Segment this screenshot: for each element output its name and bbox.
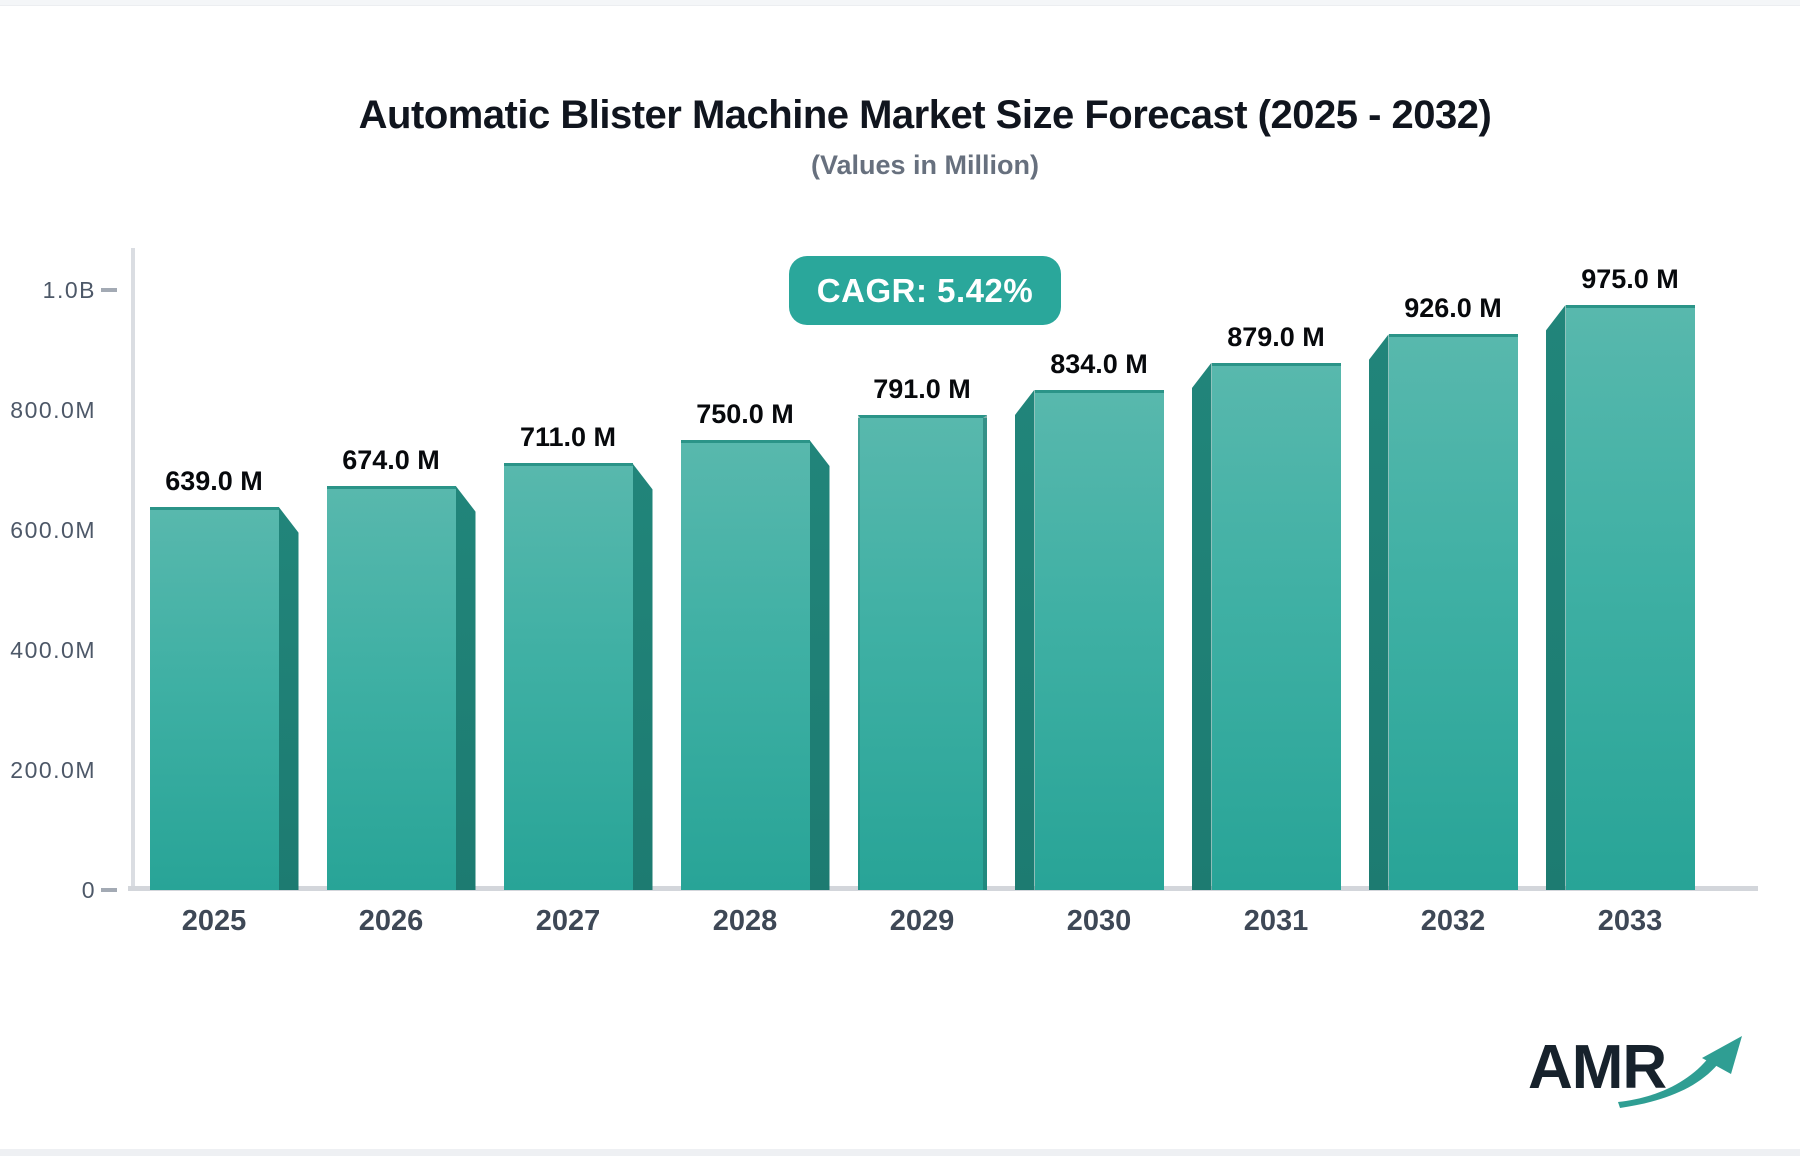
bar-2025 — [149, 506, 279, 890]
cagr-badge: CAGR: 5.42% — [789, 256, 1061, 325]
bar-2028 — [680, 440, 810, 890]
x-axis-label: 2026 — [358, 905, 424, 937]
bar-2026 — [326, 485, 456, 890]
bar-value-label: 975.0 M — [1581, 264, 1679, 294]
bar-side-3d — [809, 440, 830, 890]
bar-value-label: 879.0 M — [1227, 321, 1325, 352]
page-top-edge — [0, 0, 1800, 6]
y-axis-label: 600.0M — [10, 517, 96, 543]
logo-text: AMR — [1528, 1033, 1667, 1102]
y-axis-label: 400.0M — [10, 637, 96, 663]
bar-side-3d — [1014, 389, 1035, 890]
y-axis-label: 1.0B — [42, 277, 96, 303]
x-axis-label: 2029 — [889, 905, 955, 937]
bar-side-3d — [1191, 362, 1212, 890]
chart-header: Automatic Blister Machine Market Size Fo… — [25, 0, 1800, 181]
x-axis-label: 2030 — [1066, 905, 1132, 937]
y-axis-line — [131, 248, 135, 891]
y-axis-tick — [101, 888, 117, 892]
chart-subtitle: (Values in Million) — [810, 150, 1040, 180]
x-axis-label: 2027 — [535, 905, 601, 937]
bar-value-label: 834.0 M — [1050, 348, 1148, 379]
bar-side-3d — [1368, 334, 1389, 890]
x-axis-label: 2033 — [1597, 905, 1663, 937]
bar-2029 — [857, 415, 987, 890]
x-axis-label: 2031 — [1243, 905, 1309, 937]
bar-2032 — [1388, 334, 1518, 890]
bar-side-3d — [455, 485, 476, 890]
bar-value-label: 674.0 M — [342, 444, 440, 475]
bar-2030 — [1034, 389, 1164, 890]
page-bottom-edge — [0, 1149, 1800, 1156]
y-axis-label: 800.0M — [10, 397, 96, 423]
bar-2031 — [1211, 362, 1341, 890]
bar-side-3d — [632, 463, 653, 890]
bar-value-label: 750.0 M — [696, 399, 794, 429]
y-axis-label: 0 — [81, 877, 96, 903]
logo-arrow-icon — [1618, 1036, 1742, 1108]
x-axis-label: 2025 — [181, 905, 247, 937]
bar-2033 — [1565, 305, 1695, 890]
chart-title: Automatic Blister Machine Market Size Fo… — [358, 93, 1492, 137]
amr-logo: AMR — [1520, 1018, 1760, 1122]
x-axis-label: 2028 — [712, 905, 778, 937]
bar-side-3d — [278, 506, 299, 890]
y-axis-tick — [101, 288, 117, 292]
bar-2027 — [503, 463, 633, 890]
x-axis-label: 2032 — [1420, 905, 1486, 937]
bar-value-label: 711.0 M — [519, 422, 617, 453]
y-axis-label: 200.0M — [10, 757, 96, 783]
cagr-badge-label: CAGR: 5.42% — [816, 271, 1034, 309]
bar-value-label: 639.0 M — [165, 465, 263, 496]
bar-value-label: 791.0 M — [873, 374, 971, 405]
bar-side-3d — [1545, 305, 1566, 890]
bar-value-label: 926.0 M — [1404, 293, 1502, 324]
